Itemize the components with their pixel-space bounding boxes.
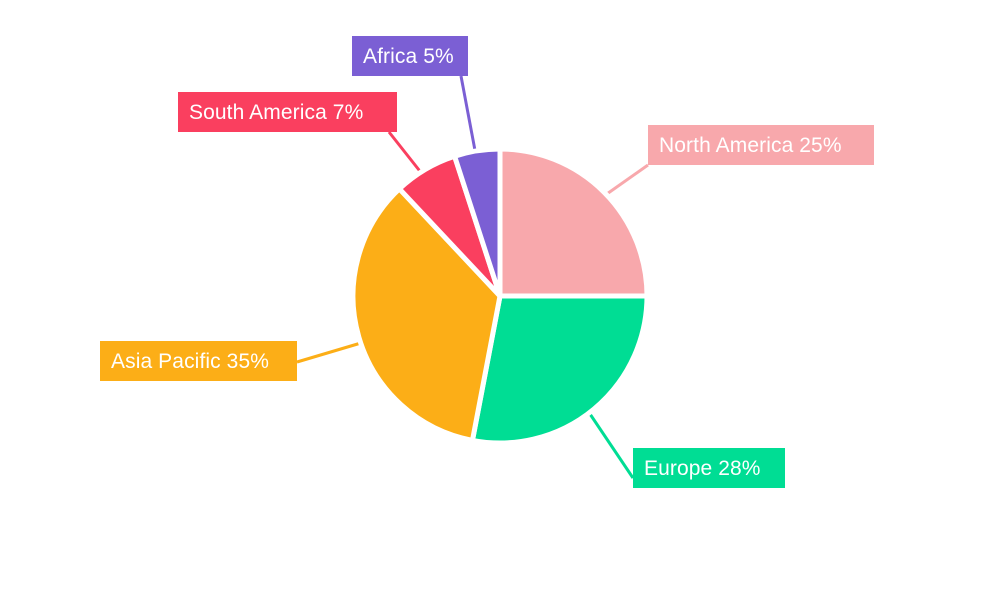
leader-line <box>588 413 635 479</box>
pie-slice-group <box>350 146 650 446</box>
slice-label-north-america[interactable]: North America 25% <box>648 125 874 165</box>
slice-label-text: Asia Pacific 35% <box>111 349 270 373</box>
slice-label-europe[interactable]: Europe 28% <box>633 448 785 488</box>
pie-slice[interactable] <box>452 146 503 299</box>
leader-line <box>459 75 479 162</box>
slice-label-text: Europe 28% <box>644 456 761 480</box>
slice-label-asia-pacific[interactable]: Asia Pacific 35% <box>100 341 297 381</box>
slice-label-text: South America 7% <box>189 100 364 124</box>
slice-label-africa[interactable]: Africa 5% <box>352 36 468 76</box>
slice-label-text: North America 25% <box>659 133 842 157</box>
pie-slice[interactable] <box>350 186 503 443</box>
pie-slice[interactable] <box>497 146 650 299</box>
slice-label-text: Africa 5% <box>363 44 454 68</box>
leader-line-group <box>296 75 649 479</box>
pie-slice[interactable] <box>469 293 650 446</box>
slice-label-south-america[interactable]: South America 7% <box>178 92 397 132</box>
leader-line <box>603 163 649 198</box>
